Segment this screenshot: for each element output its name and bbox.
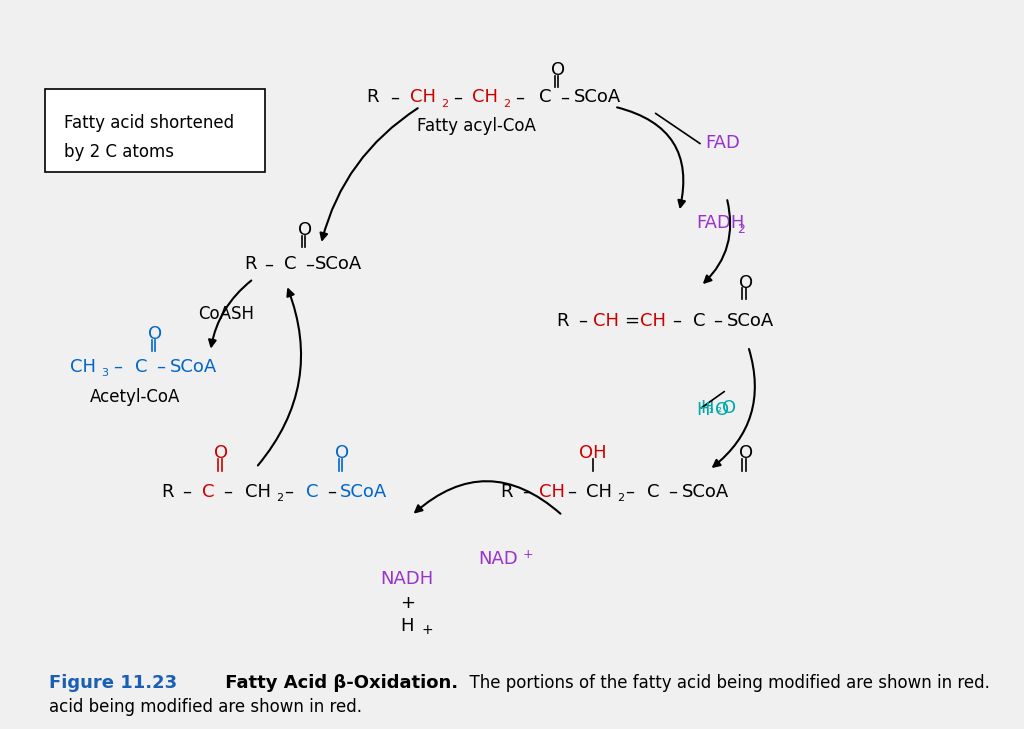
Text: OH: OH (579, 444, 606, 462)
Text: –: – (285, 483, 294, 501)
Text: –: – (114, 358, 123, 375)
Text: CH: CH (71, 358, 96, 375)
Text: R: R (367, 88, 379, 106)
Text: R: R (556, 312, 568, 330)
Text: SCoA: SCoA (573, 88, 621, 106)
Text: FADH: FADH (696, 214, 744, 232)
Text: CH: CH (410, 88, 435, 106)
Text: –: – (181, 483, 190, 501)
Text: –: – (264, 255, 273, 273)
Text: Fatty acyl-CoA: Fatty acyl-CoA (417, 117, 536, 136)
Text: O: O (738, 444, 753, 462)
Text: CH: CH (593, 312, 618, 330)
Text: 2: 2 (275, 493, 283, 503)
Text: H: H (700, 399, 714, 417)
Text: 2: 2 (503, 99, 510, 109)
Text: NADH: NADH (381, 570, 434, 588)
Text: –: – (560, 88, 568, 106)
Text: SCoA: SCoA (340, 483, 388, 501)
Text: Acetyl-CoA: Acetyl-CoA (90, 388, 180, 406)
Text: C: C (539, 88, 552, 106)
Text: –: – (327, 483, 336, 501)
Text: O: O (148, 325, 162, 343)
Text: Fatty acid shortened: Fatty acid shortened (63, 114, 233, 132)
Text: R: R (500, 483, 513, 501)
Text: Fatty Acid β-Oxidation.: Fatty Acid β-Oxidation. (219, 674, 458, 692)
Text: R: R (244, 255, 256, 273)
Text: C: C (692, 312, 706, 330)
Text: –: – (626, 483, 635, 501)
Text: 2: 2 (616, 493, 624, 503)
Text: FAD: FAD (705, 134, 740, 152)
Text: CoASH: CoASH (198, 305, 254, 323)
Text: +: + (522, 548, 534, 561)
Text: Figure 11.23: Figure 11.23 (49, 674, 177, 692)
Text: O: O (738, 274, 753, 292)
Text: –: – (156, 358, 165, 375)
Text: by 2 C atoms: by 2 C atoms (63, 143, 173, 160)
Text: H: H (696, 400, 710, 418)
Text: ₂: ₂ (709, 403, 714, 416)
Text: R: R (161, 483, 173, 501)
Text: –: – (453, 88, 462, 106)
Text: CH: CH (540, 483, 565, 501)
FancyBboxPatch shape (45, 88, 265, 172)
Text: O: O (722, 399, 736, 417)
Text: –: – (522, 483, 530, 501)
Text: CH: CH (586, 483, 611, 501)
Text: –: – (578, 312, 587, 330)
Text: 2: 2 (737, 223, 744, 236)
Text: –: – (305, 255, 314, 273)
Text: +: + (421, 623, 433, 636)
Text: The portions of the fatty acid being modified are shown in red.: The portions of the fatty acid being mod… (459, 674, 990, 692)
Text: SCoA: SCoA (727, 312, 774, 330)
Text: –: – (390, 88, 398, 106)
Text: C: C (203, 483, 215, 501)
Text: SCoA: SCoA (681, 483, 729, 501)
Text: –: – (223, 483, 232, 501)
Text: CH: CH (640, 312, 667, 330)
Text: C: C (647, 483, 659, 501)
Text: +: + (399, 593, 415, 612)
Text: CH: CH (245, 483, 270, 501)
Text: –: – (672, 312, 681, 330)
Text: O: O (214, 444, 228, 462)
Text: ₂: ₂ (716, 402, 721, 415)
Text: –: – (714, 312, 723, 330)
Text: O: O (715, 400, 729, 418)
Text: C: C (285, 255, 297, 273)
Text: O: O (551, 61, 565, 79)
Text: NAD: NAD (478, 550, 518, 568)
Text: CH: CH (472, 88, 498, 106)
Text: –: – (668, 483, 677, 501)
Text: acid being modified are shown in red.: acid being modified are shown in red. (49, 698, 361, 717)
Text: SCoA: SCoA (314, 255, 361, 273)
Text: 2: 2 (440, 99, 447, 109)
Text: –: – (515, 88, 524, 106)
Text: H: H (400, 617, 414, 635)
Text: C: C (135, 358, 147, 375)
Text: =: = (624, 312, 639, 330)
Text: O: O (298, 221, 312, 239)
Text: 3: 3 (101, 368, 109, 378)
Text: O: O (335, 444, 349, 462)
Text: C: C (306, 483, 318, 501)
Text: SCoA: SCoA (169, 358, 217, 375)
Text: –: – (566, 483, 575, 501)
